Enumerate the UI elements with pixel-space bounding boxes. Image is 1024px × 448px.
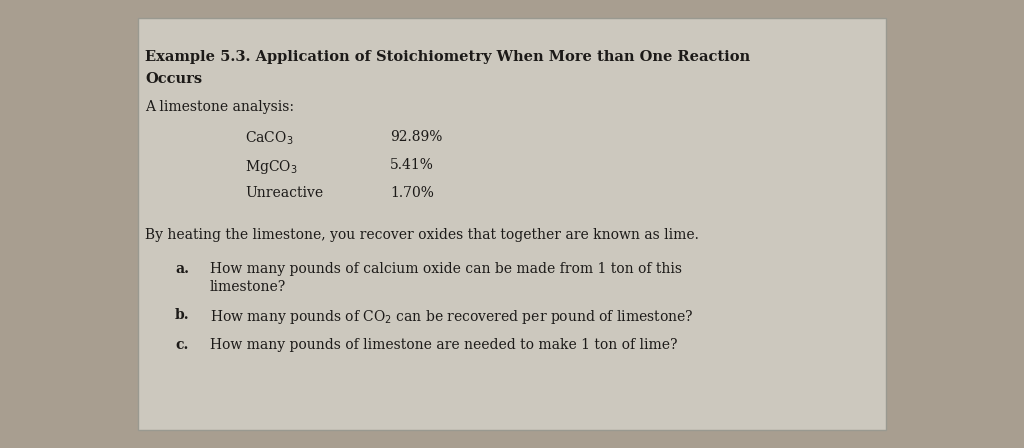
Text: How many pounds of limestone are needed to make 1 ton of lime?: How many pounds of limestone are needed … [210, 338, 678, 352]
Text: 92.89%: 92.89% [390, 130, 442, 144]
Text: By heating the limestone, you recover oxides that together are known as lime.: By heating the limestone, you recover ox… [145, 228, 698, 242]
Text: MgCO$_3$: MgCO$_3$ [245, 158, 298, 176]
Text: Occurs: Occurs [145, 72, 202, 86]
Text: A limestone analysis:: A limestone analysis: [145, 100, 294, 114]
Text: How many pounds of CO$_2$ can be recovered per pound of limestone?: How many pounds of CO$_2$ can be recover… [210, 308, 693, 326]
FancyBboxPatch shape [138, 18, 886, 430]
Text: c.: c. [175, 338, 188, 352]
Text: CaCO$_3$: CaCO$_3$ [245, 130, 294, 147]
Text: 5.41%: 5.41% [390, 158, 434, 172]
Text: limestone?: limestone? [210, 280, 287, 294]
Text: Unreactive: Unreactive [245, 186, 324, 200]
Text: a.: a. [175, 262, 189, 276]
Text: b.: b. [175, 308, 189, 322]
Text: 1.70%: 1.70% [390, 186, 434, 200]
Text: How many pounds of calcium oxide can be made from 1 ton of this: How many pounds of calcium oxide can be … [210, 262, 682, 276]
Text: Example 5.3. Application of Stoichiometry When More than One Reaction: Example 5.3. Application of Stoichiometr… [145, 50, 751, 64]
